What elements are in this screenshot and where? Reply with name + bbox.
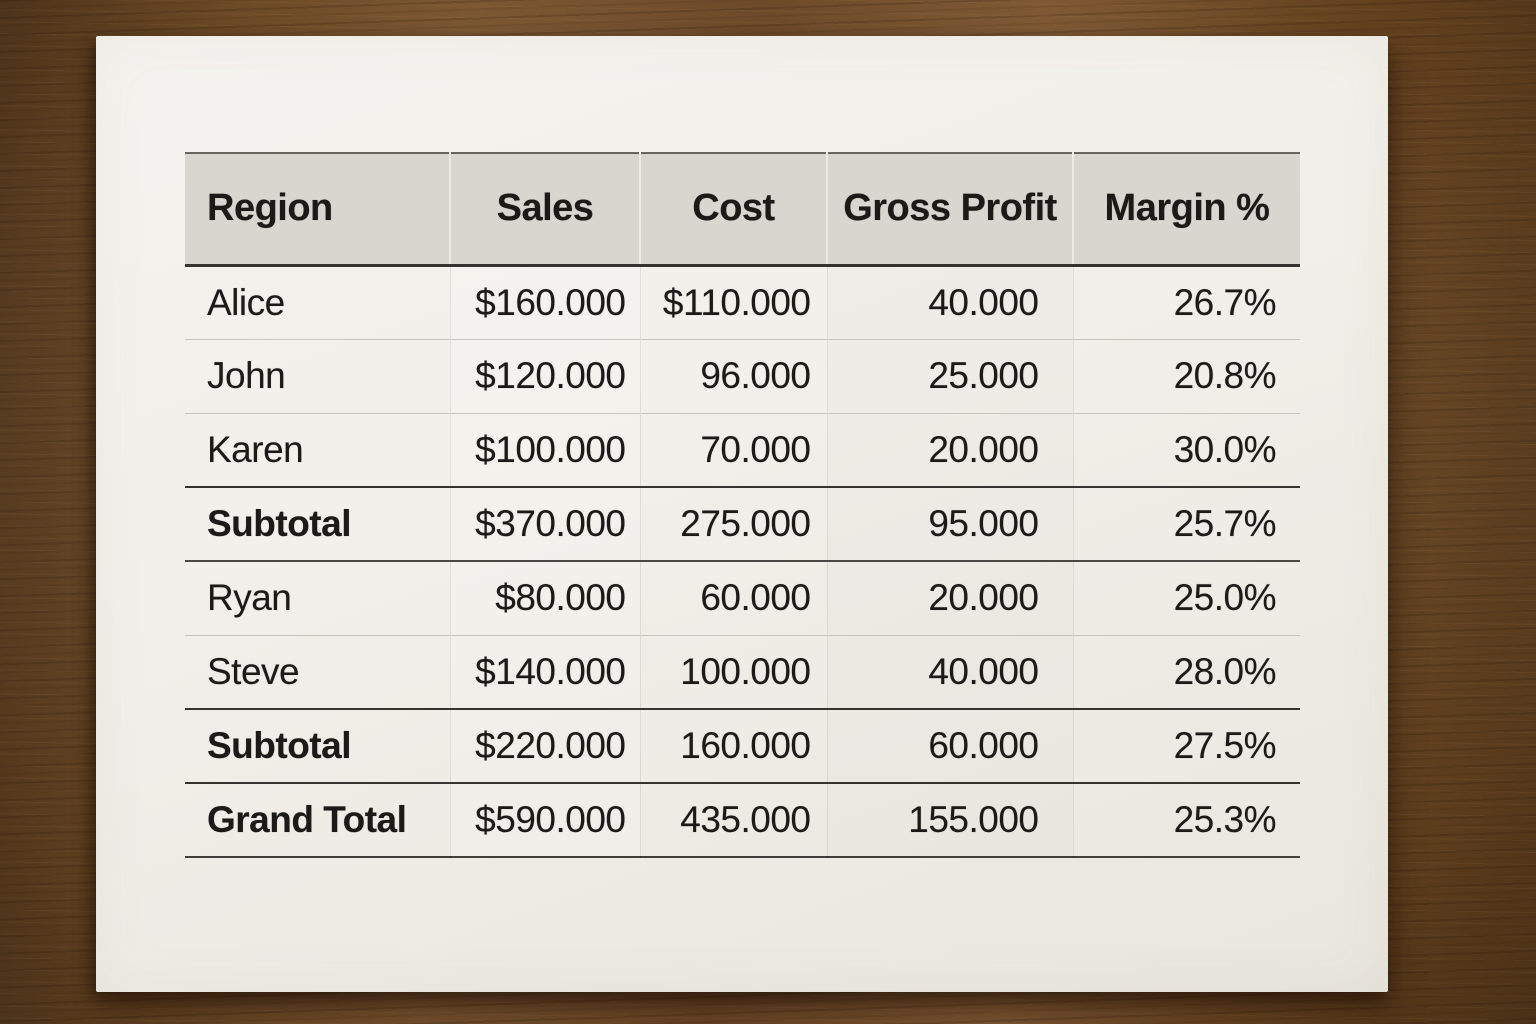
column-header-gross-profit: Gross Profit [826,153,1073,267]
table-row-john: John $120.000 96.000 25.000 20.8% [185,338,1300,413]
cell-gross-profit: 95.000 [826,486,1073,561]
cell-cost: 60.000 [639,560,827,635]
cell-margin: 25.0% [1072,560,1300,635]
cell-sales: $590.000 [449,782,640,857]
cell-cost: 275.000 [639,486,827,561]
cell-region: Subtotal [185,486,450,561]
cell-sales: $160.000 [449,265,640,339]
cell-margin: 26.7% [1072,265,1300,339]
cell-region: Ryan [185,560,450,635]
cell-cost: 96.000 [639,338,827,413]
cell-margin: 20.8% [1072,338,1300,413]
table-row-subtotal-2: Subtotal $220.000 160.000 60.000 27.5% [185,708,1300,783]
cell-region: Karen [185,412,450,487]
cell-margin: 30.0% [1072,412,1300,487]
cell-sales: $370.000 [449,486,640,561]
cell-sales: $120.000 [449,338,640,413]
cell-cost: 435.000 [639,782,827,857]
cell-sales: $140.000 [449,634,640,709]
cell-gross-profit: 25.000 [826,338,1073,413]
table-row-alice: Alice $160.000 $110.000 40.000 26.7% [185,265,1300,339]
cell-gross-profit: 40.000 [826,265,1073,339]
column-header-cost: Cost [639,153,827,267]
cell-margin: 27.5% [1072,708,1300,783]
cell-sales: $220.000 [449,708,640,783]
cell-margin: 25.7% [1072,486,1300,561]
cell-region: Steve [185,634,450,709]
table-row-karen: Karen $100.000 70.000 20.000 30.0% [185,412,1300,487]
column-header-region: Region [185,153,450,267]
cell-sales: $100.000 [449,412,640,487]
cell-gross-profit: 155.000 [826,782,1073,857]
cell-sales: $80.000 [449,560,640,635]
cell-region: Grand Total [185,782,450,857]
column-header-margin: Margin % [1072,153,1300,267]
cell-cost: $110.000 [639,265,827,339]
cell-gross-profit: 20.000 [826,560,1073,635]
table-row-grand-total: Grand Total $590.000 435.000 155.000 25.… [185,782,1300,857]
table-row-subtotal-1: Subtotal $370.000 275.000 95.000 25.7% [185,486,1300,561]
cell-region: Subtotal [185,708,450,783]
cell-region: Alice [207,281,285,323]
cell-margin: 28.0% [1072,634,1300,709]
cell-cost: 160.000 [639,708,827,783]
table-row-steve: Steve $140.000 100.000 40.000 28.0% [185,634,1300,709]
cell-gross-profit: 20.000 [826,412,1073,487]
cell-gross-profit: 40.000 [826,634,1073,709]
cell-cost: 70.000 [639,412,827,487]
cell-margin: 25.3% [1072,782,1300,857]
column-header-sales: Sales [449,153,640,267]
paper-sheet: Region Sales Cost Gross Profit Margin % … [96,36,1388,992]
table-row-ryan: Ryan $80.000 60.000 20.000 25.0% [185,560,1300,635]
cell-region: John [185,338,450,413]
cell-cost: 100.000 [639,634,827,709]
cell-gross-profit: 60.000 [826,708,1073,783]
header-row: Region Sales Cost Gross Profit Margin % [185,153,1300,267]
financial-table: Region Sales Cost Gross Profit Margin % … [185,152,1300,858]
